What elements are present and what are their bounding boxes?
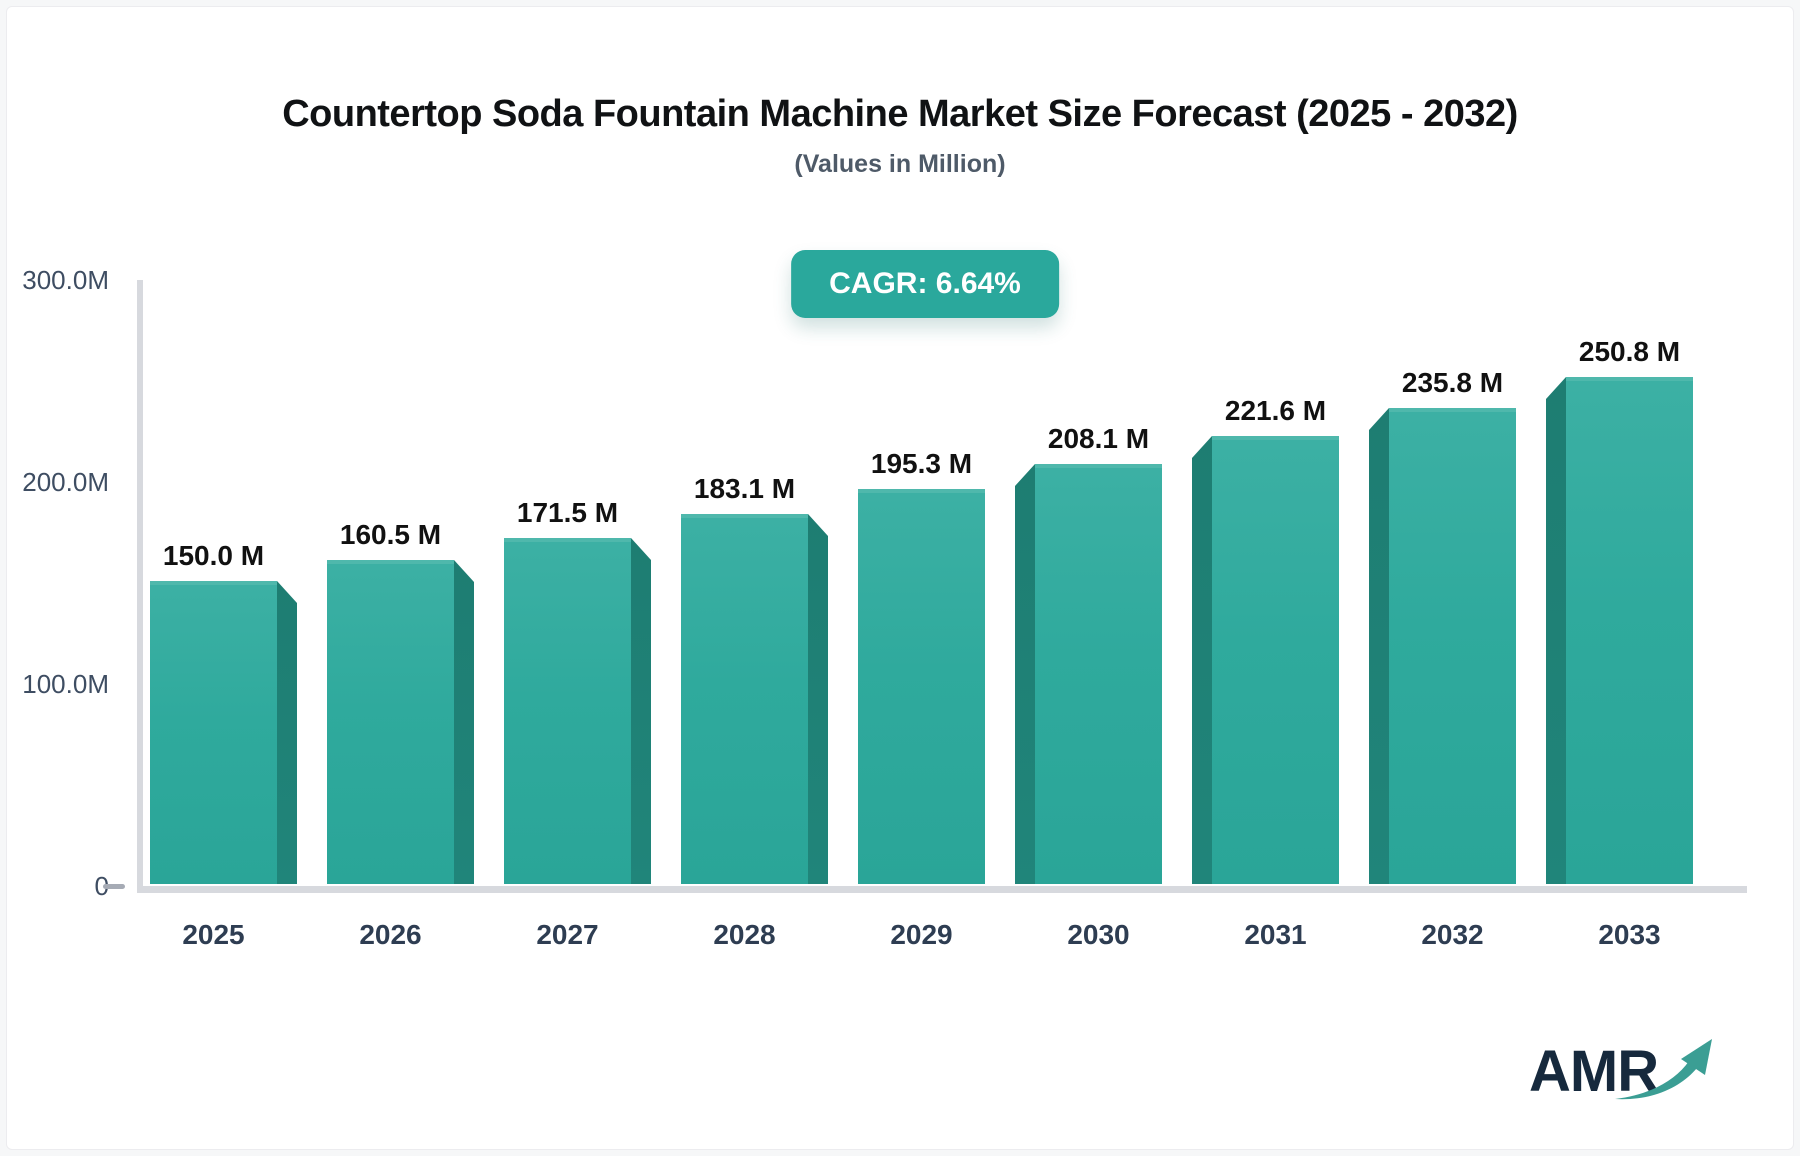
chart-subtitle: (Values in Million) bbox=[794, 150, 1006, 178]
y-zero-tick bbox=[103, 884, 125, 889]
x-tick-label: 2027 bbox=[536, 919, 599, 950]
x-tick-label: 2025 bbox=[182, 919, 245, 950]
bar-value-label: 171.5 M bbox=[516, 497, 619, 528]
bar-value-label: 195.3 M bbox=[870, 448, 973, 479]
bar-2026-3d-side bbox=[454, 560, 474, 884]
chart-header: Countertop Soda Fountain Machine Market … bbox=[7, 93, 1793, 179]
bar-2032 bbox=[1389, 408, 1516, 884]
bar-2029 bbox=[858, 489, 985, 884]
y-tick-label: 100.0M bbox=[22, 669, 109, 699]
bar-2025 bbox=[150, 581, 277, 884]
bar-2028-3d-side bbox=[808, 514, 828, 884]
bar-value-label: 150.0 M bbox=[162, 540, 265, 571]
chart-card: Countertop Soda Fountain Machine Market … bbox=[6, 6, 1794, 1150]
bar-value-label: 221.6 M bbox=[1224, 395, 1327, 426]
bar-value-label: 250.8 M bbox=[1578, 336, 1681, 367]
x-axis-line bbox=[137, 886, 1747, 893]
x-tick-label: 2029 bbox=[890, 919, 953, 950]
x-tick-label: 2033 bbox=[1598, 919, 1661, 950]
bar-2031 bbox=[1212, 436, 1339, 884]
bar-value-label: 183.1 M bbox=[693, 473, 796, 504]
bar-2031-3d-side bbox=[1192, 436, 1212, 884]
y-axis-line bbox=[137, 280, 143, 893]
amr-logo-text: AMR bbox=[1529, 1039, 1659, 1104]
bar-2028 bbox=[681, 514, 808, 884]
bar-2030 bbox=[1035, 464, 1162, 884]
y-tick-label: 300.0M bbox=[22, 265, 109, 295]
cagr-badge: CAGR: 6.64% bbox=[791, 250, 1059, 318]
bar-2032-3d-side bbox=[1369, 408, 1389, 884]
bar-2030-3d-side bbox=[1015, 464, 1035, 884]
bar-2025-3d-side bbox=[277, 581, 297, 884]
bar-2027 bbox=[504, 538, 631, 884]
x-tick-label: 2028 bbox=[713, 919, 776, 950]
x-tick-label: 2030 bbox=[1067, 919, 1130, 950]
bar-2033 bbox=[1566, 377, 1693, 884]
x-tick-label: 2032 bbox=[1421, 919, 1484, 950]
bar-2027-3d-side bbox=[631, 538, 651, 884]
y-tick-label: 0 bbox=[94, 871, 109, 901]
growth-arrow-icon bbox=[1615, 1039, 1712, 1100]
bar-value-label: 208.1 M bbox=[1047, 423, 1150, 454]
y-tick-label: 200.0M bbox=[22, 467, 109, 497]
bar-chart-plot: 300.0M 200.0M 100.0M 0 150.0 M 160.5 M 171.5 … bbox=[7, 7, 1793, 1149]
bar-2026 bbox=[327, 560, 454, 884]
x-tick-label: 2026 bbox=[359, 919, 422, 950]
x-tick-label: 2031 bbox=[1244, 919, 1307, 950]
bar-value-label: 235.8 M bbox=[1401, 367, 1504, 398]
chart-title: Countertop Soda Fountain Machine Market … bbox=[282, 93, 1518, 135]
bar-2033-3d-side bbox=[1546, 377, 1566, 884]
amr-logo: AMR bbox=[1529, 1033, 1712, 1107]
bar-value-label: 160.5 M bbox=[339, 519, 442, 550]
